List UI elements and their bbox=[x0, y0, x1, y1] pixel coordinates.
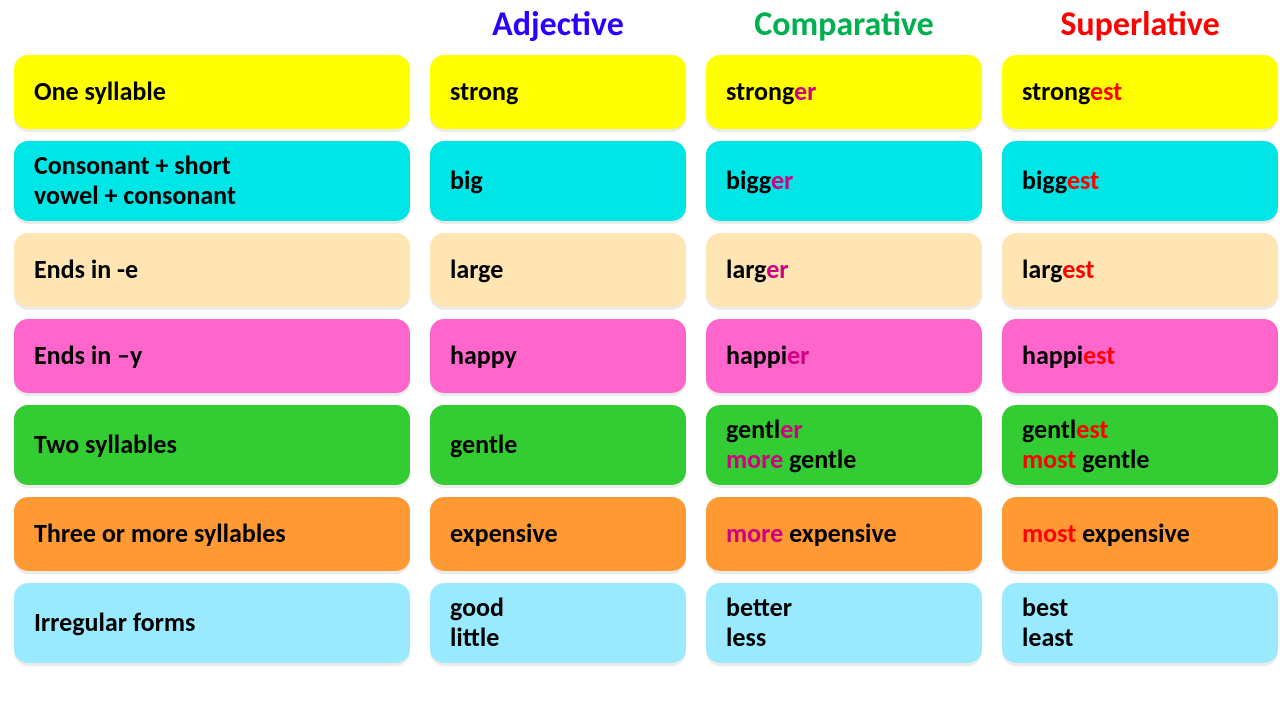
comp-word: gentle bbox=[789, 443, 856, 475]
rule-cell: Ends in –y bbox=[14, 319, 410, 393]
comp-cell: stronger bbox=[706, 55, 982, 129]
adj-text: gentle bbox=[450, 430, 666, 460]
adj-text: large bbox=[450, 255, 666, 285]
comp-root: larg bbox=[726, 253, 766, 285]
comp-cell: bigger bbox=[706, 141, 982, 221]
adj-line2: little bbox=[450, 623, 666, 653]
sup-prefix: most bbox=[1022, 443, 1076, 475]
adj-text: happy bbox=[450, 341, 666, 371]
comp-prefix: more bbox=[726, 443, 783, 475]
rule-text: Three or more syllables bbox=[34, 519, 390, 549]
comp-root: gentl bbox=[726, 413, 780, 445]
header-adjective: Adjective bbox=[430, 6, 686, 43]
rule-cell: Three or more syllables bbox=[14, 497, 410, 571]
rule-cell: Two syllables bbox=[14, 405, 410, 485]
sup-root: larg bbox=[1022, 253, 1062, 285]
comp-suffix: er bbox=[794, 75, 816, 107]
rule-cell: Irregular forms bbox=[14, 583, 410, 663]
comp-suffix: er bbox=[780, 413, 802, 445]
sup-cell: gentlest most gentle bbox=[1002, 405, 1278, 485]
comp-word: expensive bbox=[789, 517, 897, 549]
header-superlative: Superlative bbox=[1002, 6, 1278, 43]
comp-prefix: more bbox=[726, 517, 783, 549]
comp-cell: larger bbox=[706, 233, 982, 307]
sup-line1: best bbox=[1022, 593, 1258, 623]
rule-text-line1: Consonant + short bbox=[34, 151, 390, 181]
sup-cell: biggest bbox=[1002, 141, 1278, 221]
rule-cell: One syllable bbox=[14, 55, 410, 129]
comp-suffix: er bbox=[787, 339, 809, 371]
rule-text: Irregular forms bbox=[34, 608, 390, 638]
rule-text: Two syllables bbox=[34, 430, 390, 460]
sup-root: bigg bbox=[1022, 164, 1067, 196]
comp-suffix: er bbox=[766, 253, 788, 285]
comp-cell: more expensive bbox=[706, 497, 982, 571]
comp-suffix: er bbox=[771, 164, 793, 196]
sup-suffix: est bbox=[1067, 164, 1099, 196]
comp-line2: less bbox=[726, 623, 962, 653]
adj-cell: good little bbox=[430, 583, 686, 663]
adj-cell: expensive bbox=[430, 497, 686, 571]
grammar-table: Adjective Comparative Superlative One sy… bbox=[0, 0, 1280, 720]
rule-text-line2: vowel + consonant bbox=[34, 181, 390, 211]
adj-line1: good bbox=[450, 593, 666, 623]
sup-suffix: est bbox=[1090, 75, 1122, 107]
sup-cell: best least bbox=[1002, 583, 1278, 663]
sup-root: gentl bbox=[1022, 413, 1076, 445]
comp-root: happi bbox=[726, 339, 787, 371]
comp-cell: better less bbox=[706, 583, 982, 663]
sup-cell: largest bbox=[1002, 233, 1278, 307]
rule-text: One syllable bbox=[34, 77, 390, 107]
sup-cell: most expensive bbox=[1002, 497, 1278, 571]
rule-cell: Ends in -e bbox=[14, 233, 410, 307]
rule-text: Ends in –y bbox=[34, 341, 390, 371]
sup-cell: strongest bbox=[1002, 55, 1278, 129]
header-comparative: Comparative bbox=[706, 6, 982, 43]
rule-cell: Consonant + short vowel + consonant bbox=[14, 141, 410, 221]
sup-word: gentle bbox=[1082, 443, 1149, 475]
sup-suffix: est bbox=[1062, 253, 1094, 285]
sup-suffix: est bbox=[1076, 413, 1108, 445]
adj-text: expensive bbox=[450, 519, 666, 549]
comp-cell: happier bbox=[706, 319, 982, 393]
header-empty bbox=[14, 6, 410, 43]
adj-cell: large bbox=[430, 233, 686, 307]
adj-text: strong bbox=[450, 77, 666, 107]
rule-text: Ends in -e bbox=[34, 255, 390, 285]
sup-prefix: most bbox=[1022, 517, 1076, 549]
sup-line2: least bbox=[1022, 623, 1258, 653]
sup-root: happi bbox=[1022, 339, 1083, 371]
adj-cell: gentle bbox=[430, 405, 686, 485]
adj-cell: happy bbox=[430, 319, 686, 393]
comp-root: strong bbox=[726, 75, 794, 107]
comp-line1: better bbox=[726, 593, 962, 623]
comp-root: bigg bbox=[726, 164, 771, 196]
sup-suffix: est bbox=[1083, 339, 1115, 371]
adj-cell: big bbox=[430, 141, 686, 221]
comp-cell: gentler more gentle bbox=[706, 405, 982, 485]
adj-text: big bbox=[450, 166, 666, 196]
sup-cell: happiest bbox=[1002, 319, 1278, 393]
sup-word: expensive bbox=[1082, 517, 1190, 549]
adj-cell: strong bbox=[430, 55, 686, 129]
sup-root: strong bbox=[1022, 75, 1090, 107]
